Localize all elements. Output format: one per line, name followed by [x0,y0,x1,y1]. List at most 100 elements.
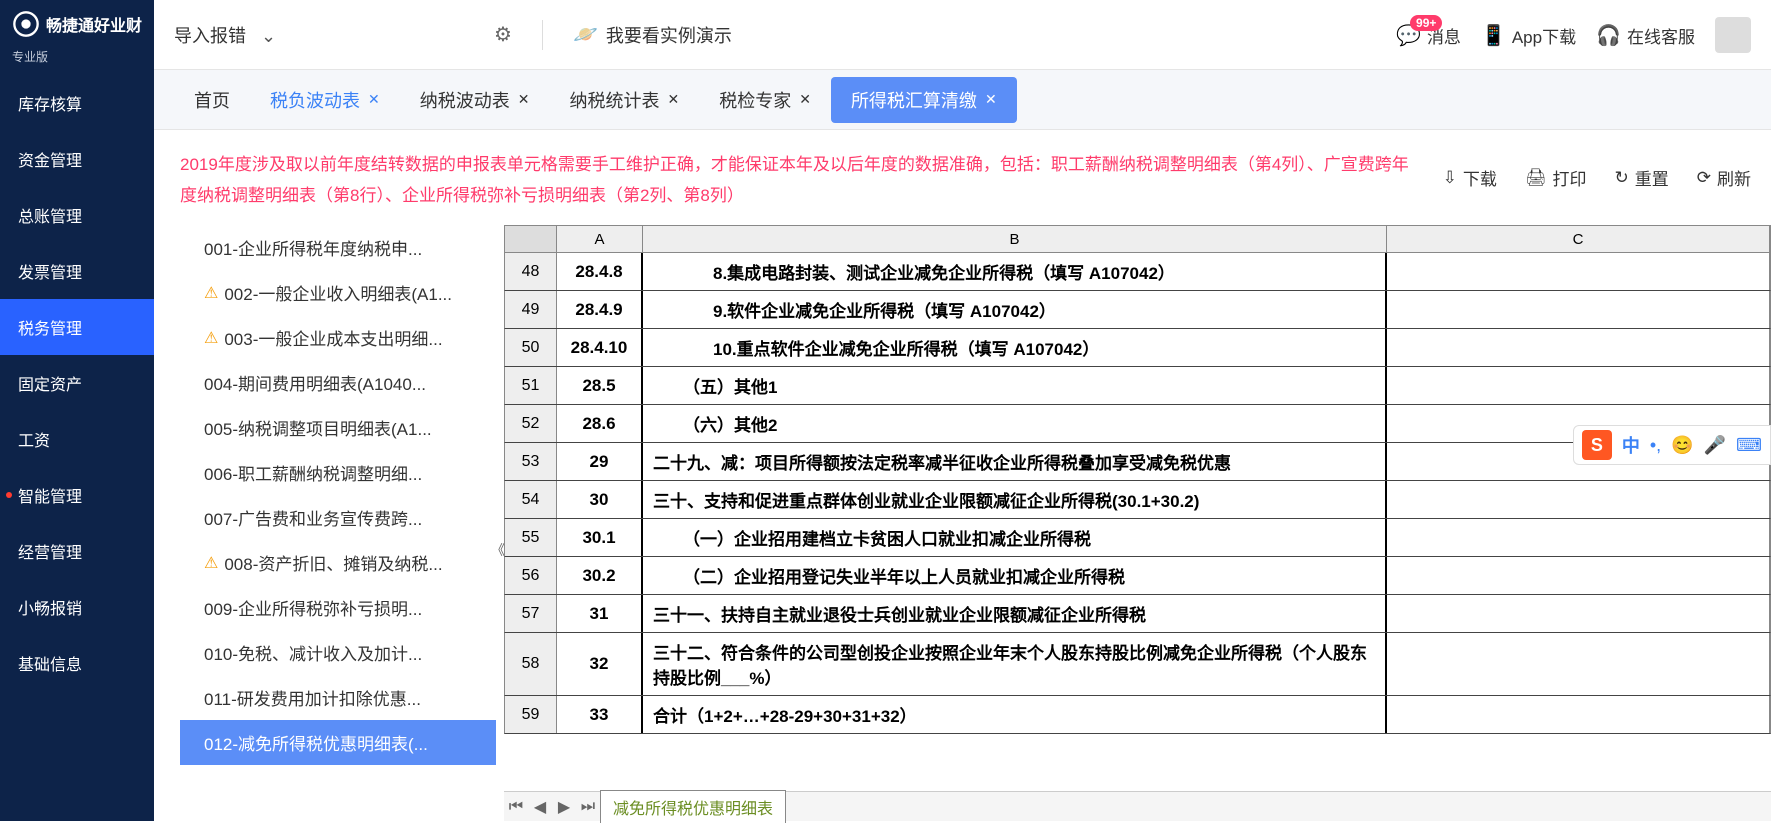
row-header[interactable]: 57 [505,595,557,632]
cell[interactable]: 28.6 [557,405,643,442]
demo-link[interactable]: 🪐 我要看实例演示 [573,22,732,48]
sidebar-item[interactable]: 固定资产 [0,355,154,411]
print-button[interactable]: 🖨打印 [1525,165,1587,190]
close-icon[interactable]: ✕ [667,91,679,108]
sidebar-item[interactable]: 基础信息 [0,635,154,691]
sidebar-item[interactable]: 小畅报销 [0,579,154,635]
row-header[interactable]: 50 [505,329,557,366]
cell[interactable] [1387,367,1770,404]
cell[interactable] [1387,253,1770,290]
tree-item[interactable]: 007-广告费和业务宣传费跨... [180,495,496,540]
row-header[interactable]: 58 [505,633,557,695]
sheet-nav-prev[interactable]: ◀ [528,797,552,817]
ime-sogou-icon[interactable]: S [1582,430,1612,460]
tree-item[interactable]: 006-职工薪酬纳税调整明细... [180,450,496,495]
cell[interactable]: 10.重点软件企业减免企业所得税（填写 A107042） [643,329,1387,366]
sidebar-item[interactable]: 经营管理 [0,523,154,579]
tab[interactable]: 纳税统计表✕ [549,77,699,123]
sidebar-item[interactable]: 智能管理 [0,467,154,523]
tree-item[interactable]: 001-企业所得税年度纳税申... [180,225,496,270]
avatar[interactable] [1715,17,1751,53]
cell[interactable] [1387,519,1770,556]
tree-item[interactable]: 010-免税、减计收入及加计... [180,630,496,675]
cell[interactable]: 33 [557,696,643,733]
cell[interactable]: 30.2 [557,557,643,594]
cell[interactable]: 8.集成电路封装、测试企业减免企业所得税（填写 A107042） [643,253,1387,290]
tree-item[interactable]: 011-研发费用加计扣除优惠... [180,675,496,720]
sidebar-item[interactable]: 税务管理 [0,299,154,355]
tree-item[interactable]: ⚠003-一般企业成本支出明细... [180,315,496,360]
sheet-nav-last[interactable]: ⏭ [576,798,600,816]
download-button[interactable]: ⇩下载 [1443,165,1497,190]
sheet-nav-next[interactable]: ▶ [552,797,576,817]
cell[interactable]: 9.软件企业减免企业所得税（填写 A107042） [643,291,1387,328]
cell[interactable] [1387,329,1770,366]
cell[interactable] [1387,557,1770,594]
row-header[interactable]: 55 [505,519,557,556]
cell[interactable]: 28.5 [557,367,643,404]
import-dropdown[interactable]: 导入报错 ⌄ [174,22,474,48]
ime-keyboard-icon[interactable]: ⌨ [1736,435,1762,456]
cell[interactable]: 28.4.9 [557,291,643,328]
close-icon[interactable]: ✕ [985,91,997,108]
tab[interactable]: 税负波动表✕ [250,77,400,123]
cell[interactable]: 三十、支持和促进重点群体创业就业企业限额减征企业所得税(30.1+30.2) [643,481,1387,518]
tree-item[interactable]: 009-企业所得税弥补亏损明... [180,585,496,630]
sidebar-item[interactable]: 库存核算 [0,75,154,131]
cell[interactable]: 29 [557,443,643,480]
tree-item[interactable]: ⚠002-一般企业收入明细表(A1... [180,270,496,315]
sheet-nav-first[interactable]: ⏮ [504,798,528,816]
sidebar-item[interactable]: 发票管理 [0,243,154,299]
cell[interactable]: 32 [557,633,643,695]
cell[interactable] [1387,595,1770,632]
cell[interactable] [1387,696,1770,733]
row-header[interactable]: 53 [505,443,557,480]
ime-punct-icon[interactable]: •, [1650,435,1661,456]
sidebar-item[interactable]: 总账管理 [0,187,154,243]
cell[interactable] [1387,633,1770,695]
tree-item[interactable]: ⚠008-资产折旧、摊销及纳税... [180,540,496,585]
cell[interactable]: （二）企业招用登记失业半年以上人员就业扣减企业所得税 [643,557,1387,594]
messages-button[interactable]: 💬 消息 99+ [1396,23,1461,48]
reset-button[interactable]: ↻重置 [1615,165,1669,190]
corner-cell[interactable] [505,226,557,252]
close-icon[interactable]: ✕ [368,91,380,108]
row-header[interactable]: 51 [505,367,557,404]
gear-icon[interactable]: ⚙ [494,22,512,47]
row-header[interactable]: 52 [505,405,557,442]
close-icon[interactable]: ✕ [799,91,811,108]
tree-item[interactable]: 012-减免所得税优惠明细表(... [180,720,496,765]
col-header-a[interactable]: A [557,226,643,252]
cell[interactable]: 28.4.8 [557,253,643,290]
row-header[interactable]: 56 [505,557,557,594]
cell[interactable]: 28.4.10 [557,329,643,366]
cell[interactable]: 30 [557,481,643,518]
sidebar-item[interactable]: 资金管理 [0,131,154,187]
col-header-c[interactable]: C [1387,226,1770,252]
row-header[interactable]: 49 [505,291,557,328]
ime-emoji-icon[interactable]: 😊 [1671,435,1693,456]
ime-lang[interactable]: 中 [1622,432,1640,458]
ime-mic-icon[interactable]: 🎤 [1704,435,1726,456]
app-download-button[interactable]: 📱 App下载 [1481,23,1576,48]
cell[interactable] [1387,481,1770,518]
sidebar-item[interactable]: 工资 [0,411,154,467]
close-icon[interactable]: ✕ [518,91,530,108]
tree-item[interactable]: 005-纳税调整项目明细表(A1... [180,405,496,450]
cell[interactable]: （六）其他2 [643,405,1387,442]
tab[interactable]: 首页 [174,77,250,123]
online-service-button[interactable]: 🎧 在线客服 [1596,23,1695,48]
tab[interactable]: 所得税汇算清缴✕ [831,77,1017,123]
cell[interactable]: 三十一、扶持自主就业退役士兵创业就业企业限额减征企业所得税 [643,595,1387,632]
cell[interactable]: 30.1 [557,519,643,556]
cell[interactable]: 二十九、减：项目所得额按法定税率减半征收企业所得税叠加享受减免税优惠 [643,443,1387,480]
row-header[interactable]: 54 [505,481,557,518]
cell[interactable]: 31 [557,595,643,632]
cell[interactable]: （一）企业招用建档立卡贫困人口就业扣减企业所得税 [643,519,1387,556]
tab[interactable]: 税检专家✕ [699,77,831,123]
cell[interactable]: 合计（1+2+…+28-29+30+31+32） [643,696,1387,733]
row-header[interactable]: 48 [505,253,557,290]
cell[interactable]: 三十二、符合条件的公司型创投企业按照企业年末个人股东持股比例减免企业所得税（个人… [643,633,1387,695]
cell[interactable]: （五）其他1 [643,367,1387,404]
refresh-button[interactable]: ⟳刷新 [1697,165,1751,190]
